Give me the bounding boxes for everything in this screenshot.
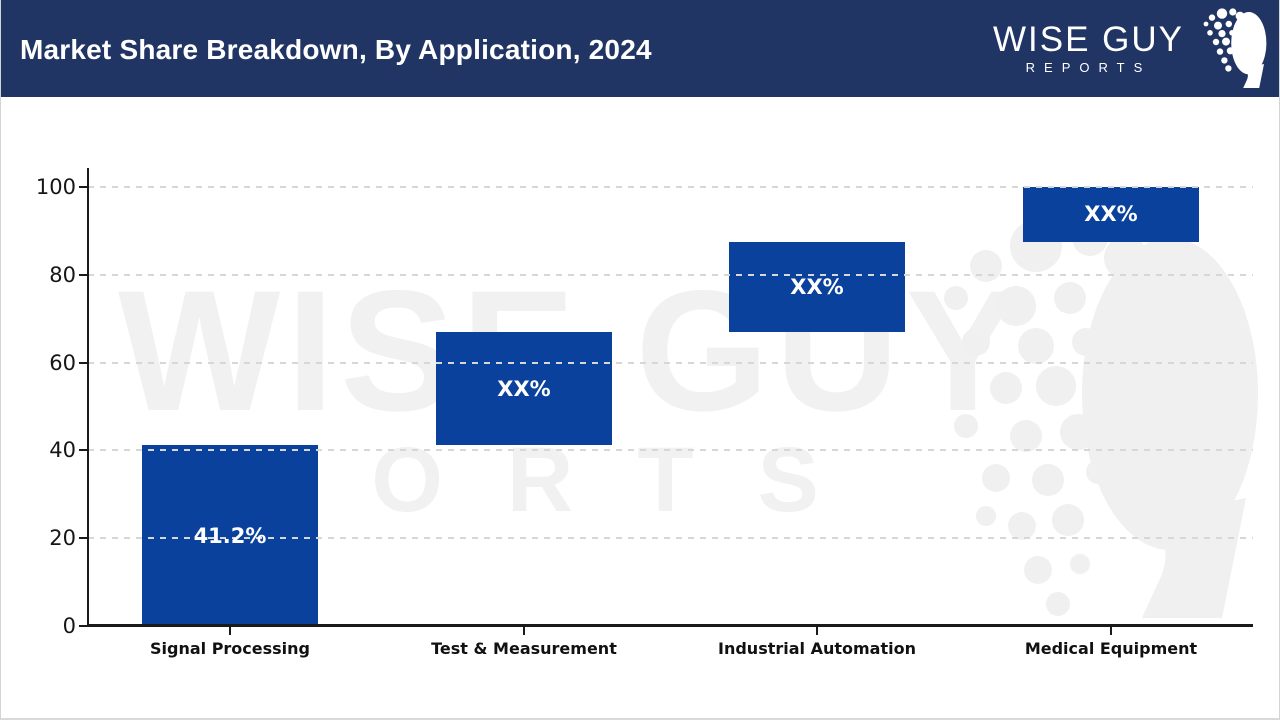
y-tick-mark [79,625,88,627]
y-tick-mark [79,537,88,540]
x-axis-line [87,624,1253,627]
y-tick-label: 20 [49,526,76,551]
y-tick-mark [79,449,88,452]
bar-value-label: XX% [497,376,551,401]
y-tick-mark [79,273,88,276]
y-tick-label: 100 [35,175,76,199]
y-tick-label: 60 [49,350,76,375]
y-axis-line [87,168,89,627]
gridline [88,537,1253,540]
bar [142,445,318,626]
y-tick-mark [79,361,88,364]
bar-value-label: XX% [790,274,844,299]
header-banner: Market Share Breakdown, By Application, … [0,0,1280,97]
x-tick-mark [229,627,231,635]
gridline [88,273,1253,276]
x-tick-mark [816,627,818,635]
gridline [88,449,1253,452]
y-tick-mark [79,186,88,188]
y-tick-label: 40 [49,438,76,463]
x-tick-label: Industrial Automation [718,639,916,658]
brand-logo: WISE GUY REPORTS [992,20,1184,76]
x-tick-mark [523,627,525,635]
bar-value-label: XX% [1084,202,1138,227]
gridline [88,186,1253,188]
bar [436,331,612,446]
y-tick-label: 0 [62,614,76,638]
y-tick-label: 80 [49,262,76,287]
chart-title: Market Share Breakdown, By Application, … [20,34,652,65]
bar-value-label: 41.2% [193,523,267,548]
gridline [88,361,1253,364]
brand-reports-text: REPORTS [1025,60,1152,75]
bar [1023,187,1199,242]
brand-head-icon [1203,8,1267,88]
x-tick-mark [1110,627,1112,635]
brand-wordmark: WISE GUY [992,20,1184,59]
x-tick-label: Signal Processing [149,639,311,658]
bar [729,241,905,332]
x-tick-label: Test & Measurement [431,639,617,658]
x-tick-label: Medical Equipment [1024,639,1198,658]
